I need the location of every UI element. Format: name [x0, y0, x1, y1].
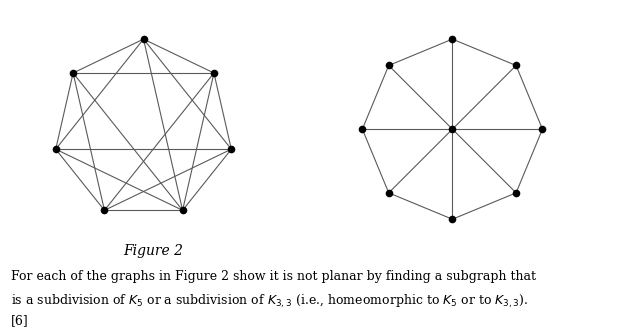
- Text: is a subdivision of $K_5$ or a subdivision of $K_{3,3}$ (i.e., homeomorphic to $: is a subdivision of $K_5$ or a subdivisi…: [11, 293, 529, 310]
- Text: For each of the graphs in Figure 2 show it is not planar by finding a subgraph t: For each of the graphs in Figure 2 show …: [11, 270, 536, 283]
- Text: Figure 2: Figure 2: [123, 244, 183, 258]
- Text: [6]: [6]: [11, 314, 29, 327]
